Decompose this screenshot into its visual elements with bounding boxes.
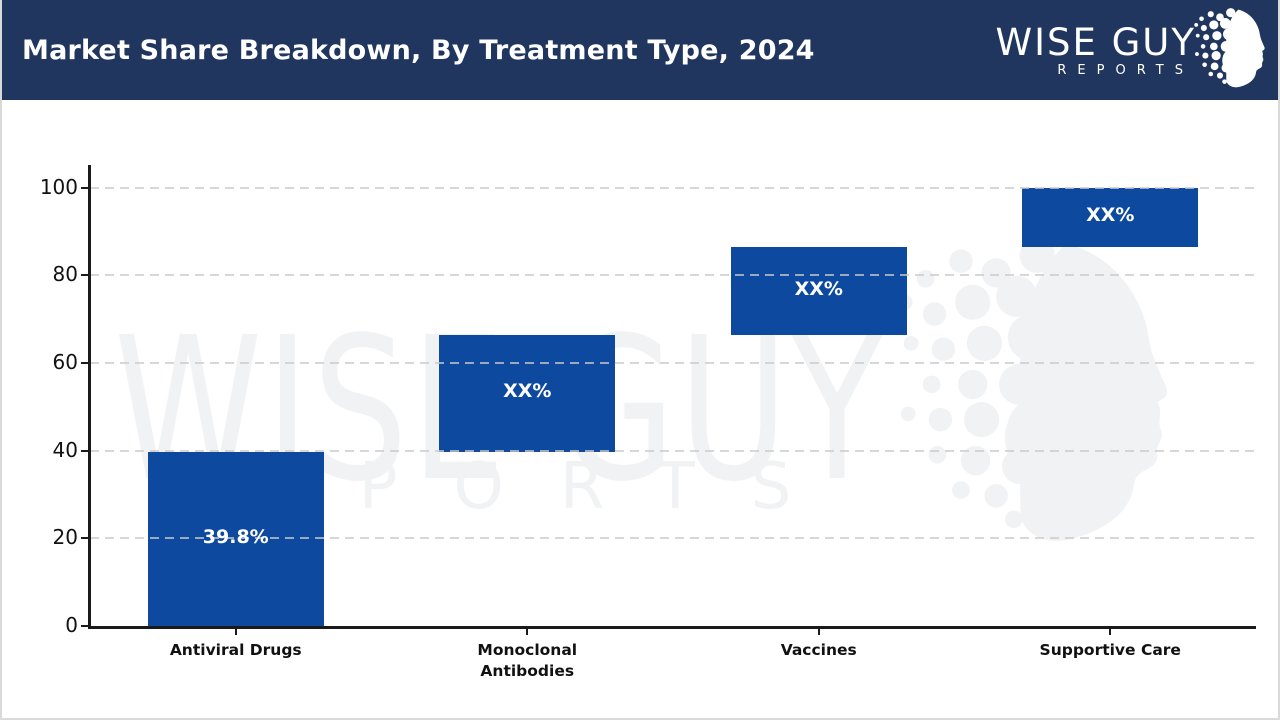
bar-value-label: XX% <box>1086 204 1135 227</box>
y-gridline <box>90 362 1256 365</box>
x-category-label: Monoclonal Antibodies <box>477 641 578 680</box>
bar-value-label: 39.8% <box>202 525 269 548</box>
header-bar: Market Share Breakdown, By Treatment Typ… <box>2 0 1278 100</box>
y-tick-label: 20 <box>52 525 78 550</box>
y-tick-label: 60 <box>52 350 78 375</box>
y-tick-mark <box>81 186 90 189</box>
x-category-label: Vaccines <box>780 641 857 659</box>
waterfall-bar <box>730 246 907 335</box>
x-tick-mark <box>234 626 237 635</box>
wise-guy-reports-logo: WISE GUY REPORTS <box>996 4 1276 98</box>
x-tick-mark <box>1109 626 1112 635</box>
bar-value-label: XX% <box>794 277 843 300</box>
y-tick-label: 0 <box>65 613 78 637</box>
bar-value-label: XX% <box>503 380 552 403</box>
x-axis-line <box>88 626 1256 629</box>
y-tick-mark <box>81 625 90 627</box>
x-tick-mark <box>817 626 820 635</box>
waterfall-bar <box>439 334 616 452</box>
y-tick-label: 100 <box>39 174 78 199</box>
waterfall-bar <box>1022 187 1199 247</box>
y-axis-line <box>88 165 91 629</box>
y-gridline <box>90 537 1256 540</box>
x-category-label: Supportive Care <box>1039 641 1181 659</box>
watermark-face-logo-icon <box>897 237 1168 541</box>
logo-wiseguy-text: WISE GUY <box>995 20 1196 64</box>
logo-face-icon <box>1194 8 1265 88</box>
y-tick-label: 40 <box>52 437 78 462</box>
y-tick-mark <box>81 362 90 365</box>
y-tick-mark <box>81 537 90 540</box>
x-category-label: Antiviral Drugs <box>169 641 302 659</box>
x-tick-mark <box>526 626 529 635</box>
y-gridline <box>90 449 1256 452</box>
y-gridline <box>90 274 1256 277</box>
y-tick-mark <box>81 274 90 277</box>
y-tick-mark <box>81 449 90 452</box>
chart-title: Market Share Breakdown, By Treatment Typ… <box>22 34 815 66</box>
y-gridline <box>90 186 1256 189</box>
y-tick-label: 80 <box>52 262 78 287</box>
logo-reports-text: REPORTS <box>1057 63 1194 79</box>
